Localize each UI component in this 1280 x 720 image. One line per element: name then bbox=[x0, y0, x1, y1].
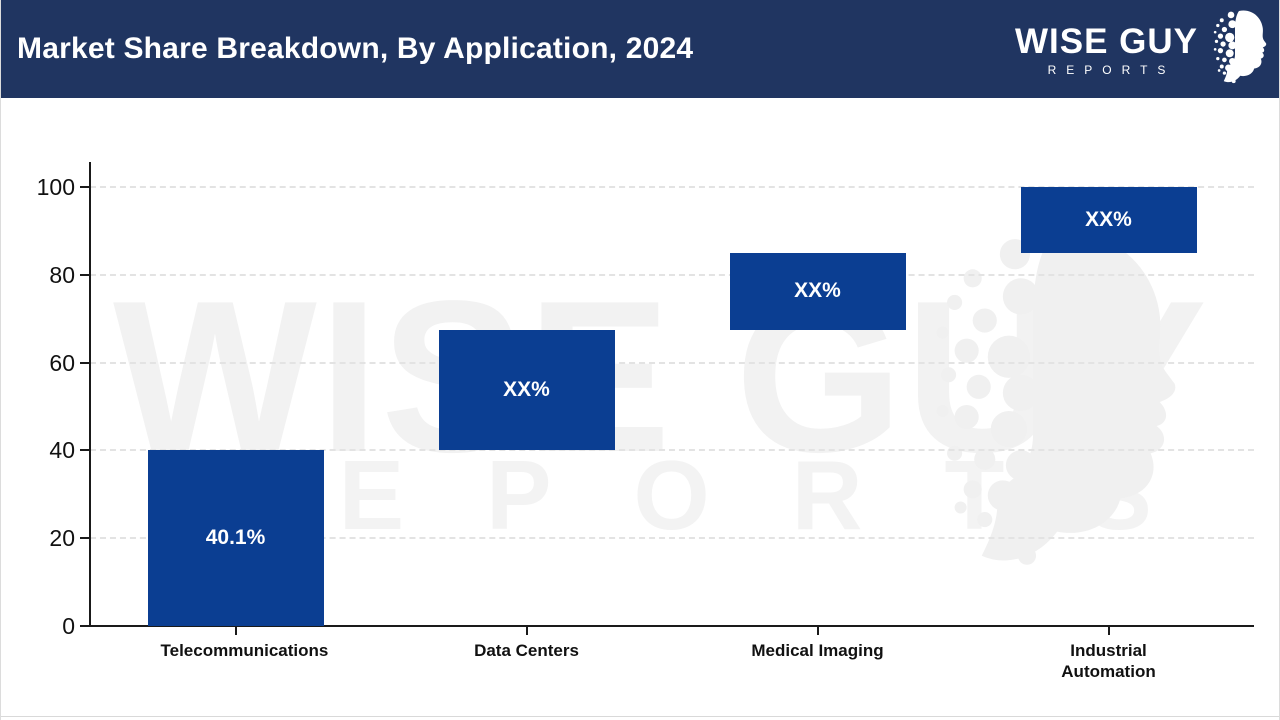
gridline-20 bbox=[90, 537, 1254, 540]
bar-value-label: XX% bbox=[1085, 207, 1132, 231]
y-tick-mark-100 bbox=[80, 186, 90, 188]
x-axis bbox=[89, 625, 1254, 627]
y-tick-label-100: 100 bbox=[36, 174, 75, 200]
y-tick-mark-60 bbox=[80, 361, 90, 364]
brand-face-icon bbox=[1213, 10, 1267, 84]
y-tick-mark-0 bbox=[80, 625, 90, 627]
x-tick-mark-2 bbox=[816, 627, 819, 635]
bottom-divider bbox=[1, 716, 1279, 717]
x-tick-mark-0 bbox=[234, 627, 237, 635]
gridline-60 bbox=[90, 361, 1254, 364]
chart-title: Market Share Breakdown, By Application, … bbox=[17, 32, 694, 65]
y-tick-label-60: 60 bbox=[49, 349, 75, 376]
brand-logo-text: WISE GUY REPORTS bbox=[1015, 24, 1198, 77]
x-tick-mark-1 bbox=[525, 627, 528, 635]
y-tick-mark-20 bbox=[80, 537, 90, 540]
category-label-3: Industrial Automation bbox=[1061, 641, 1156, 681]
category-label-1: Data Centers bbox=[474, 641, 579, 660]
bar-value-label: 40.1% bbox=[205, 526, 266, 550]
y-tick-label-40: 40 bbox=[49, 437, 75, 464]
category-label-0: Telecommunications bbox=[160, 641, 329, 660]
category-label-2: Medical Imaging bbox=[751, 641, 884, 660]
y-tick-mark-80 bbox=[80, 273, 90, 276]
brand-logo: WISE GUY REPORTS bbox=[1015, 6, 1273, 94]
y-axis bbox=[89, 162, 91, 627]
bar-value-label: XX% bbox=[503, 378, 550, 402]
bar-medical-imaging: XX% bbox=[729, 252, 906, 330]
bar-industrial-automation: XX% bbox=[1020, 187, 1197, 253]
bar-value-label: XX% bbox=[794, 279, 841, 303]
bar-telecommunications: 40.1% bbox=[147, 450, 324, 626]
y-tick-label-20: 20 bbox=[49, 525, 75, 552]
x-tick-mark-3 bbox=[1107, 627, 1110, 635]
bar-data-centers: XX% bbox=[438, 329, 615, 451]
watermark-face-logo bbox=[936, 234, 1176, 565]
gridline-40 bbox=[90, 449, 1254, 452]
gridline-100 bbox=[90, 186, 1254, 188]
gridline-80 bbox=[90, 273, 1254, 276]
y-tick-label-0: 0 bbox=[62, 613, 75, 639]
brand-subtitle: REPORTS bbox=[1047, 62, 1176, 77]
header-bar: Market Share Breakdown, By Application, … bbox=[1, 0, 1279, 98]
y-tick-label-80: 80 bbox=[49, 261, 75, 288]
y-tick-mark-40 bbox=[80, 449, 90, 452]
brand-name: WISE GUY bbox=[1015, 21, 1199, 61]
